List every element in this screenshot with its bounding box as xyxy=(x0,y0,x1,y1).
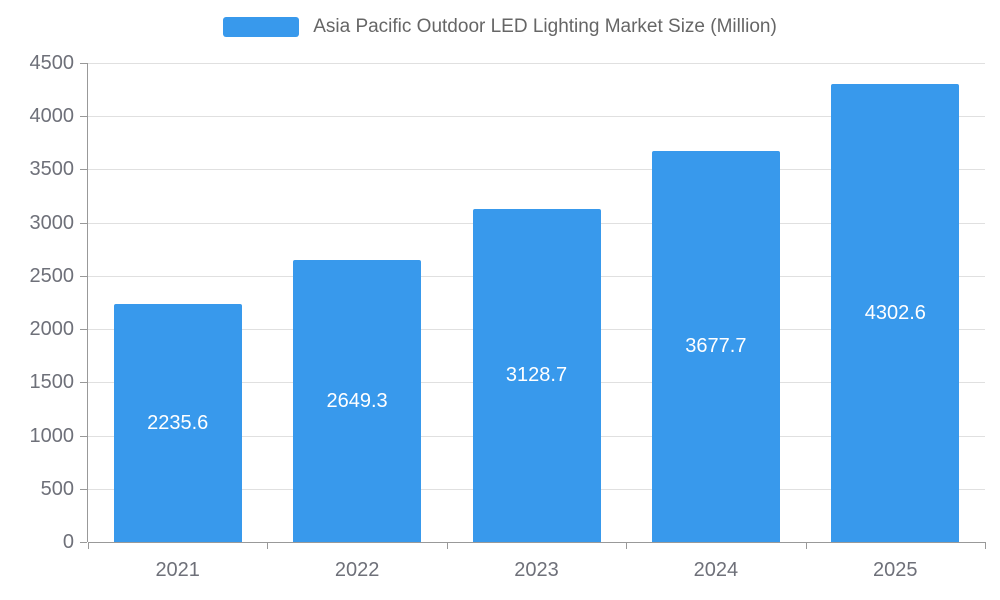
y-axis-tick xyxy=(80,435,87,437)
y-axis-tick xyxy=(80,382,87,384)
x-axis-tick xyxy=(267,542,269,549)
y-axis-label: 500 xyxy=(40,477,74,500)
y-axis-tick xyxy=(80,116,87,118)
y-axis-label: 4500 xyxy=(29,52,75,74)
bar-value-label: 2649.3 xyxy=(326,389,388,412)
y-axis-label: 3500 xyxy=(29,158,75,181)
gridline xyxy=(88,116,985,118)
y-axis-label: 2500 xyxy=(29,264,75,287)
x-axis-label: 2024 xyxy=(693,559,739,581)
x-axis-label: 2023 xyxy=(514,559,559,581)
bar-value-label: 3128.7 xyxy=(505,363,568,386)
x-axis-label: 2022 xyxy=(334,559,380,581)
bar-2022: 2649.3 xyxy=(293,260,422,542)
y-axis-tick xyxy=(80,222,87,224)
y-axis-tick xyxy=(80,63,87,64)
x-axis-line xyxy=(88,542,985,543)
x-axis-label: 2021 xyxy=(155,559,200,581)
gridline xyxy=(88,169,985,171)
y-axis-label: 1500 xyxy=(29,371,75,394)
y-axis-tick xyxy=(80,488,87,490)
chart-legend[interactable]: Asia Pacific Outdoor LED Lighting Market… xyxy=(0,16,1000,38)
bar-value-label: 4302.6 xyxy=(864,301,926,324)
y-axis-tick xyxy=(80,169,87,171)
y-axis-label: 2000 xyxy=(29,318,75,341)
bar-2025: 4302.6 xyxy=(831,84,960,542)
x-axis-tick xyxy=(985,542,986,549)
bar-value-label: 3677.7 xyxy=(685,334,747,357)
x-axis-label: 2025 xyxy=(873,559,918,581)
y-axis-line xyxy=(87,63,88,542)
legend-swatch-icon xyxy=(223,17,300,37)
y-axis-label: 3000 xyxy=(29,211,75,234)
y-axis-tick xyxy=(80,329,87,331)
bar-2024: 3677.7 xyxy=(651,150,780,542)
y-axis-label: 0 xyxy=(62,531,74,553)
bar-value-label: 2235.6 xyxy=(147,411,209,434)
bar-2023: 3128.7 xyxy=(472,208,601,542)
y-axis-tick xyxy=(80,275,87,277)
bar-2021: 2235.6 xyxy=(113,304,242,542)
y-axis-label: 1000 xyxy=(29,424,75,447)
x-axis-tick xyxy=(446,542,448,549)
chart-title: Asia Pacific Outdoor LED Lighting Market… xyxy=(313,16,777,37)
x-axis-tick xyxy=(805,542,807,549)
plot-area: 2235.6 2649.3 3128.7 3677.7 4302.6 xyxy=(87,63,985,543)
gridline xyxy=(88,63,985,64)
x-axis-tick xyxy=(88,542,89,549)
y-axis-tick xyxy=(80,542,87,543)
y-axis-label: 4000 xyxy=(29,105,75,128)
x-axis-tick xyxy=(626,542,628,549)
